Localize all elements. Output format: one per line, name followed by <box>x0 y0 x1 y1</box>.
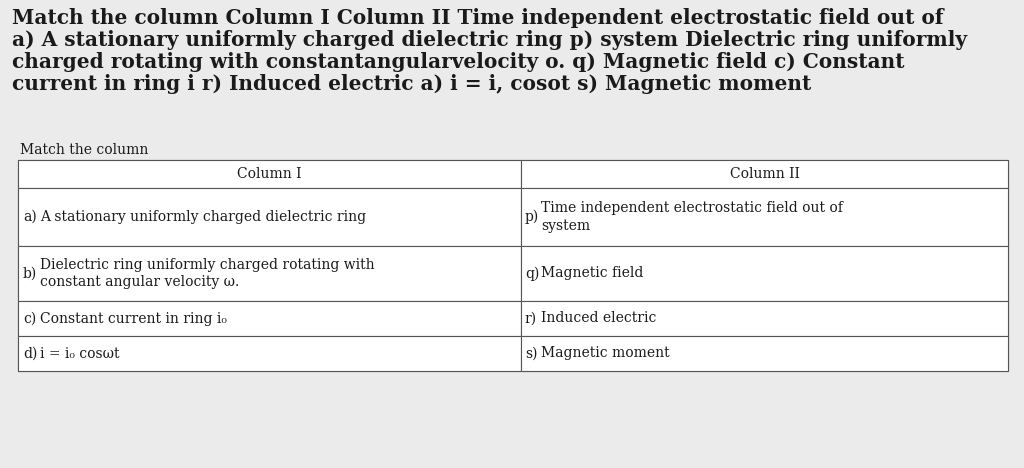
Text: b): b) <box>23 266 37 280</box>
Bar <box>521 336 1008 371</box>
Bar <box>521 246 1008 301</box>
Text: s): s) <box>525 346 538 360</box>
Bar <box>18 188 521 246</box>
Bar <box>18 160 521 188</box>
Bar <box>521 301 1008 336</box>
Bar <box>18 160 1008 371</box>
Bar <box>521 188 1008 246</box>
Text: current in ring i r) Induced electric a) i = i, cosot s) Magnetic moment: current in ring i r) Induced electric a)… <box>12 74 811 94</box>
Text: d): d) <box>23 346 37 360</box>
Text: q): q) <box>525 266 540 281</box>
Text: charged rotating with constantangularvelocity o. q) Magnetic field c) Constant: charged rotating with constantangularvel… <box>12 52 904 72</box>
Bar <box>18 246 521 301</box>
Text: Column II: Column II <box>729 167 800 181</box>
Bar <box>521 160 1008 188</box>
Text: Induced electric: Induced electric <box>541 312 656 326</box>
Text: a) A stationary uniformly charged dielectric ring p) system Dielectric ring unif: a) A stationary uniformly charged dielec… <box>12 30 967 50</box>
Text: Match the column: Match the column <box>20 143 148 157</box>
Text: c): c) <box>23 312 36 326</box>
Text: A stationary uniformly charged dielectric ring: A stationary uniformly charged dielectri… <box>40 210 367 224</box>
Text: Magnetic moment: Magnetic moment <box>541 346 670 360</box>
Bar <box>18 301 521 336</box>
Text: Match the column Column I Column II Time independent electrostatic field out of: Match the column Column I Column II Time… <box>12 8 943 28</box>
Bar <box>18 336 521 371</box>
Text: Constant current in ring i₀: Constant current in ring i₀ <box>40 312 227 326</box>
Text: i = i₀ cosωt: i = i₀ cosωt <box>40 346 120 360</box>
Text: Column I: Column I <box>238 167 302 181</box>
Text: p): p) <box>525 210 540 224</box>
Text: a): a) <box>23 210 37 224</box>
Text: Dielectric ring uniformly charged rotating with
constant angular velocity ω.: Dielectric ring uniformly charged rotati… <box>40 257 375 289</box>
Text: Time independent electrostatic field out of
system: Time independent electrostatic field out… <box>541 201 843 233</box>
Text: Magnetic field: Magnetic field <box>541 266 643 280</box>
Text: r): r) <box>525 312 537 326</box>
